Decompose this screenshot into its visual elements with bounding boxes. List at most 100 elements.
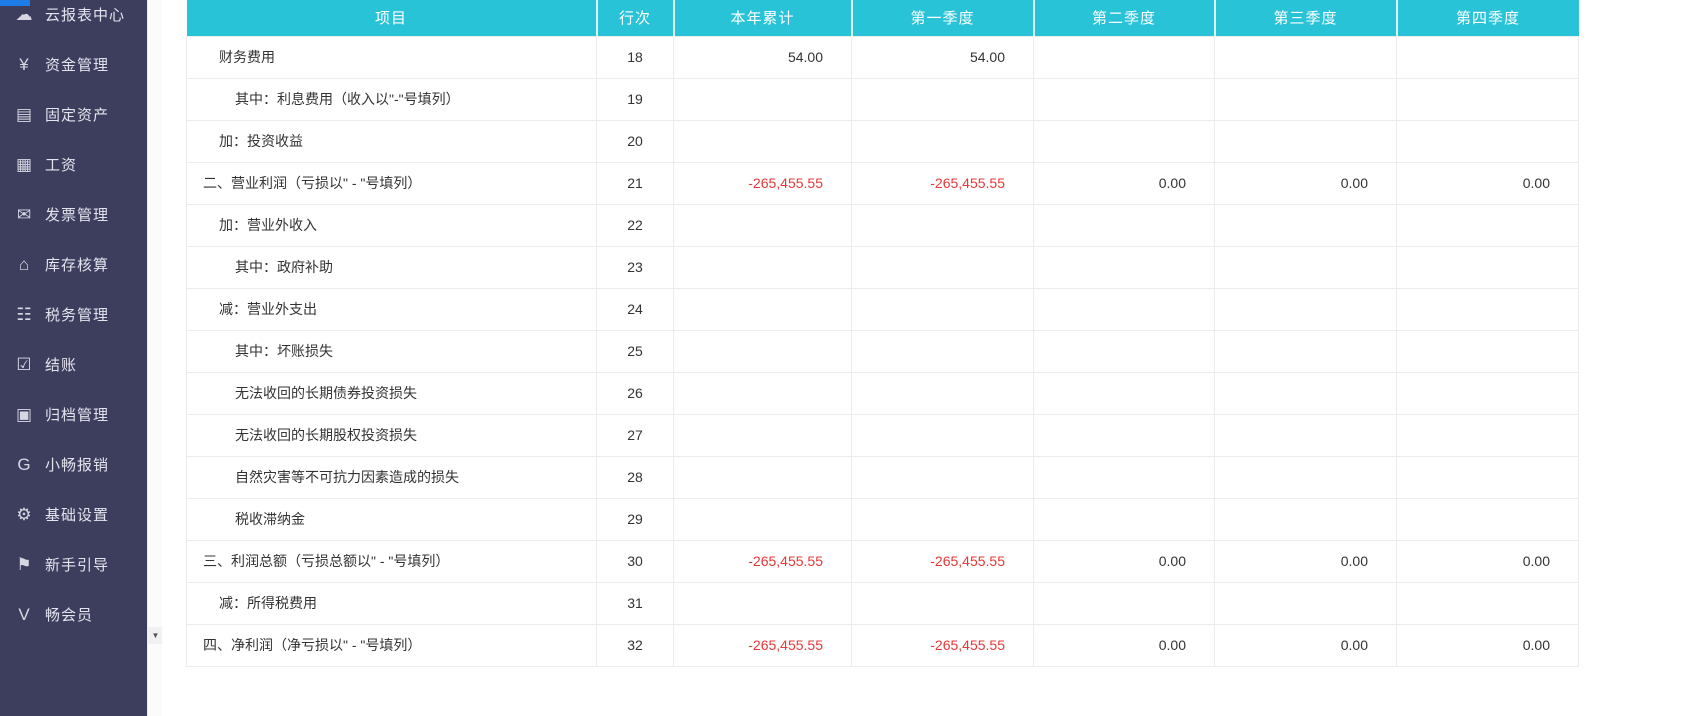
scroll-down-icon[interactable]: ▼ [148,627,162,644]
sidebar-item-fixed-assets[interactable]: ▤ 固定资产 [0,89,162,139]
item-cell: 加：投资收益 [186,119,597,163]
line-no-cell: 19 [596,77,674,121]
sidebar-item-label: 库存核算 [45,256,110,274]
q2-value-cell [1033,287,1215,331]
sidebar-item-archive-management[interactable]: ▣ 归档管理 [0,389,162,439]
q3-value-cell [1214,455,1397,499]
ytd-value-cell [673,287,852,331]
q3-value-cell [1214,35,1397,79]
sidebar-item-label: 税务管理 [45,306,110,324]
q3-value-cell [1214,497,1397,541]
table-row: 减：所得税费用 31 [186,581,1579,625]
income-statement-table: 项目 行次 本年累计 第一季度 第二季度 第三季度 第四季度 财务费用 18 54.00 54.0… [186,0,1579,667]
archive-icon: ▣ [15,404,33,424]
q2-value-cell [1033,245,1215,289]
table-row: 其中：政府补助 23 [186,245,1579,289]
item-cell: 减：所得税费用 [186,581,597,625]
q4-value-cell [1396,413,1579,457]
line-no-cell: 29 [596,497,674,541]
payroll-icon: ▦ [15,154,33,174]
q2-value-cell [1033,455,1215,499]
sidebar-item-label: 新手引导 [45,556,110,574]
line-no-cell: 28 [596,455,674,499]
q1-value-cell [851,77,1034,121]
cloud-report-icon: ☁ [15,4,33,24]
q2-value-cell [1033,119,1215,163]
q2-value-cell: 0.00 [1033,161,1215,205]
sidebar-item-invoice-management[interactable]: ✉ 发票管理 [0,189,162,239]
sidebar-item-reimbursement[interactable]: G 小畅报销 [0,439,162,489]
tax-icon: ☷ [16,304,32,324]
item-cell: 财务费用 [186,35,597,79]
sidebar-top-accent [0,0,30,6]
item-cell: 其中：利息费用（收入以"-"号填列） [186,77,597,121]
table-row: 四、净利润（净亏损以" - "号填列） 32 -265,455.55 -265,455… [186,623,1579,667]
funds-icon: ¥ [19,54,29,74]
ytd-value-cell: -265,455.55 [673,623,852,667]
q3-value-cell: 0.00 [1214,623,1397,667]
table-row: 减：营业外支出 24 [186,287,1579,331]
table-row: 三、利润总额（亏损总额以" - "号填列） 30 -265,455.55 -265,4… [186,539,1579,583]
q4-value-cell [1396,203,1579,247]
q1-value-cell: -265,455.55 [851,161,1034,205]
line-no-cell: 20 [596,119,674,163]
sidebar-item-funds-management[interactable]: ¥ 资金管理 [0,39,162,89]
line-no-cell: 32 [596,623,674,667]
q2-value-cell: 0.00 [1033,623,1215,667]
ytd-value-cell [673,371,852,415]
column-header: 第二季度 [1033,0,1216,36]
q4-value-cell: 0.00 [1396,161,1579,205]
q3-value-cell: 0.00 [1214,539,1397,583]
q1-value-cell [851,581,1034,625]
item-cell: 二、营业利润（亏损以" - "号填列） [186,161,597,205]
sidebar-item-cloud-report-center[interactable]: ☁ 云报表中心 [0,0,162,39]
sidebar: ☁ 云报表中心 ¥ 资金管理 ▤ 固定资产 ▦ 工资 ✉ 发票管理 ⌂ 库存核算 ☷ 税务管理 ☑ 结账 ▣ 归档… [0,0,162,716]
q1-value-cell [851,455,1034,499]
table-row: 财务费用 18 54.00 54.00 [186,35,1579,79]
item-cell: 无法收回的长期债券投资损失 [186,371,597,415]
line-no-cell: 23 [596,245,674,289]
sidebar-item-basic-settings[interactable]: ⚙ 基础设置 [0,489,162,539]
ytd-value-cell [673,455,852,499]
column-header: 行次 [596,0,675,36]
sidebar-scrollbar[interactable]: ▼ [147,0,162,716]
q1-value-cell [851,497,1034,541]
ytd-value-cell [673,203,852,247]
q3-value-cell [1214,245,1397,289]
q4-value-cell [1396,455,1579,499]
q2-value-cell [1033,581,1215,625]
q1-value-cell [851,119,1034,163]
q2-value-cell: 0.00 [1033,539,1215,583]
q2-value-cell [1033,329,1215,373]
table-row: 无法收回的长期股权投资损失 27 [186,413,1579,457]
ytd-value-cell [673,77,852,121]
q4-value-cell [1396,245,1579,289]
sidebar-item-payroll[interactable]: ▦ 工资 [0,139,162,189]
q3-value-cell [1214,581,1397,625]
q1-value-cell: -265,455.55 [851,623,1034,667]
line-no-cell: 22 [596,203,674,247]
q4-value-cell [1396,329,1579,373]
item-cell: 其中：坏账损失 [186,329,597,373]
ytd-value-cell [673,119,852,163]
q4-value-cell [1396,35,1579,79]
sidebar-item-label: 小畅报销 [45,456,110,474]
table-row: 二、营业利润（亏损以" - "号填列） 21 -265,455.55 -265,455… [186,161,1579,205]
sidebar-item-tax-management[interactable]: ☷ 税务管理 [0,289,162,339]
closing-icon: ☑ [16,354,32,374]
q4-value-cell [1396,581,1579,625]
item-cell: 税收滞纳金 [186,497,597,541]
line-no-cell: 21 [596,161,674,205]
sidebar-item-closing[interactable]: ☑ 结账 [0,339,162,389]
ytd-value-cell: -265,455.55 [673,539,852,583]
table-body: 财务费用 18 54.00 54.00 其中：利息费用（收入以"-"号填列） 19 加：投资… [186,35,1579,667]
q3-value-cell [1214,203,1397,247]
invoice-icon: ✉ [16,204,32,224]
q1-value-cell: -265,455.55 [851,539,1034,583]
sidebar-item-inventory-accounting[interactable]: ⌂ 库存核算 [0,239,162,289]
table-row: 无法收回的长期债券投资损失 26 [186,371,1579,415]
column-header: 第一季度 [851,0,1035,36]
sidebar-item-label: 工资 [45,156,78,174]
sidebar-item-newbie-guide[interactable]: ⚑ 新手引导 [0,539,162,589]
sidebar-item-member[interactable]: V 畅会员 [0,589,162,639]
